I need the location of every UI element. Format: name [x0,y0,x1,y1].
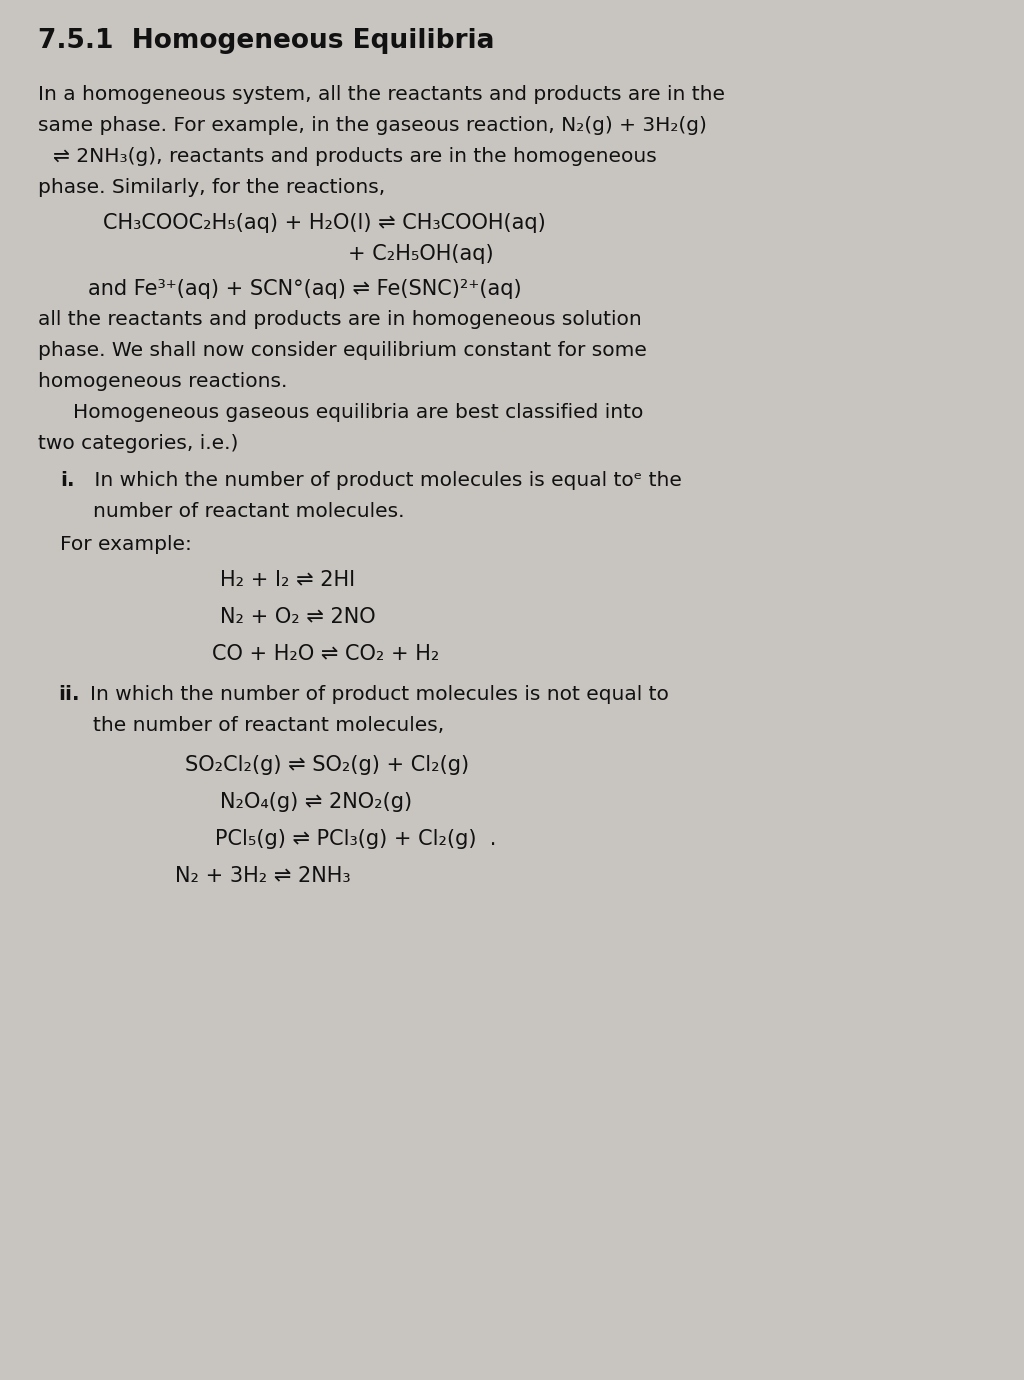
Text: all the reactants and products are in homogeneous solution: all the reactants and products are in ho… [38,310,642,328]
Text: N₂O₄(g) ⇌ 2NO₂(g): N₂O₄(g) ⇌ 2NO₂(g) [220,792,412,811]
Text: the number of reactant molecules,: the number of reactant molecules, [93,716,444,736]
Text: phase. Similarly, for the reactions,: phase. Similarly, for the reactions, [38,178,385,197]
Text: In a homogeneous system, all the reactants and products are in the: In a homogeneous system, all the reactan… [38,86,725,104]
Text: N₂ + 3H₂ ⇌ 2NH₃: N₂ + 3H₂ ⇌ 2NH₃ [175,867,350,886]
Text: same phase. For example, in the gaseous reaction, N₂(g) + 3H₂(g): same phase. For example, in the gaseous … [38,116,707,135]
Text: ⇌ 2NH₃(g), reactants and products are in the homogeneous: ⇌ 2NH₃(g), reactants and products are in… [53,148,656,166]
Text: two categories, i.e.): two categories, i.e.) [38,433,239,453]
Text: ii.: ii. [58,684,80,704]
Text: homogeneous reactions.: homogeneous reactions. [38,373,288,391]
Text: number of reactant molecules.: number of reactant molecules. [93,502,404,522]
Text: In which the number of product molecules is equal toᵉ the: In which the number of product molecules… [88,471,682,490]
Text: i.: i. [60,471,75,490]
Text: H₂ + I₂ ⇌ 2HI: H₂ + I₂ ⇌ 2HI [220,570,355,591]
Text: N₂ + O₂ ⇌ 2NO: N₂ + O₂ ⇌ 2NO [220,607,376,627]
Text: CH₃COOC₂H₅(aq) + H₂O(l) ⇌ CH₃COOH(aq): CH₃COOC₂H₅(aq) + H₂O(l) ⇌ CH₃COOH(aq) [103,213,546,233]
Text: Homogeneous gaseous equilibria are best classified into: Homogeneous gaseous equilibria are best … [73,403,643,422]
Text: For example:: For example: [60,535,191,553]
Text: PCl₅(g) ⇌ PCl₃(g) + Cl₂(g)  .: PCl₅(g) ⇌ PCl₃(g) + Cl₂(g) . [215,829,497,849]
Text: and Fe³⁺(aq) + SCN°(aq) ⇌ Fe(SNC)²⁺(aq): and Fe³⁺(aq) + SCN°(aq) ⇌ Fe(SNC)²⁺(aq) [88,279,521,299]
Text: CO + H₂O ⇌ CO₂ + H₂: CO + H₂O ⇌ CO₂ + H₂ [212,644,439,664]
Text: 7.5.1  Homogeneous Equilibria: 7.5.1 Homogeneous Equilibria [38,28,495,54]
Text: phase. We shall now consider equilibrium constant for some: phase. We shall now consider equilibrium… [38,341,647,360]
Text: In which the number of product molecules is not equal to: In which the number of product molecules… [90,684,669,704]
Text: SO₂Cl₂(g) ⇌ SO₂(g) + Cl₂(g): SO₂Cl₂(g) ⇌ SO₂(g) + Cl₂(g) [185,755,469,776]
Text: + C₂H₅OH(aq): + C₂H₅OH(aq) [348,244,494,264]
